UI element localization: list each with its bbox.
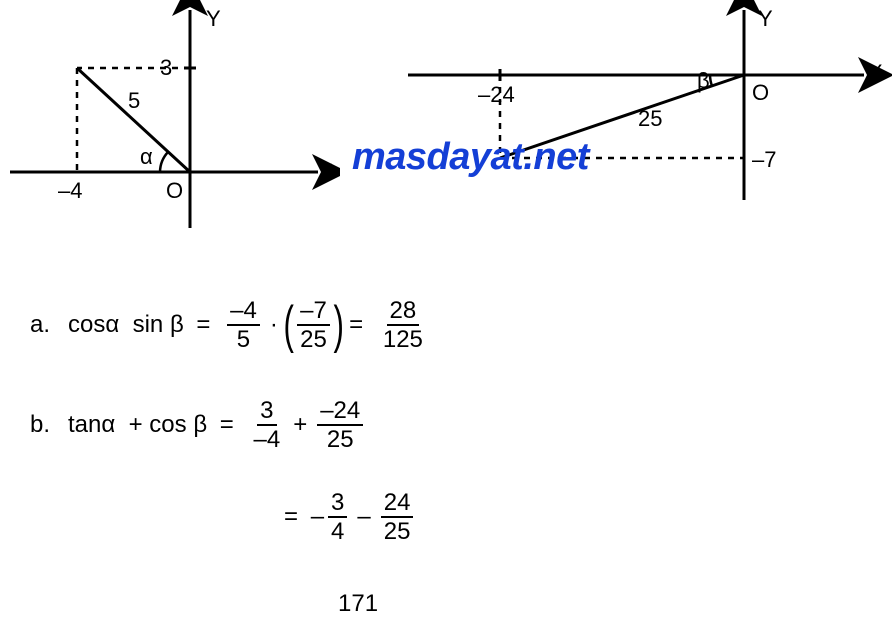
frac-ar-num: 28	[387, 298, 420, 326]
neg-sign: –	[311, 503, 324, 531]
frac-b4: 24 25	[381, 490, 414, 544]
eq-b-beta: β	[193, 411, 207, 439]
frac-b1: 3 –4	[250, 398, 283, 452]
equals-b2: =	[284, 503, 305, 531]
eq-b-alpha: α	[101, 411, 115, 439]
paren-left-icon: (	[283, 302, 293, 349]
frac-a1-den: 5	[234, 326, 253, 352]
frac-b2-num: –24	[317, 398, 363, 426]
frac-a2-den: 25	[297, 326, 330, 352]
equation-b-line2: = – 3 4 – 24 25	[278, 490, 417, 544]
frac-b4-num: 24	[381, 490, 414, 518]
angle-label-beta: β	[697, 68, 710, 94]
equation-b-cut: 171	[338, 590, 378, 618]
frac-b3-den: 4	[328, 518, 347, 544]
equals-2: =	[349, 311, 370, 339]
plus-b: +	[293, 411, 307, 439]
frac-b3-num: 3	[328, 490, 347, 518]
origin-label-r: O	[752, 80, 769, 106]
dot-op: ·	[270, 311, 278, 339]
y-tick-label-r: –7	[752, 147, 776, 173]
frac-a2: –7 25	[297, 298, 330, 352]
minus-b: –	[357, 503, 370, 531]
frac-a1-num: –4	[227, 298, 260, 326]
equals-b1: =	[213, 411, 240, 439]
frac-a1: –4 5	[227, 298, 260, 352]
frac-b3: 3 4	[328, 490, 347, 544]
frac-ar-den: 125	[380, 326, 426, 352]
figure-canvas: { "left_diagram": { "type": "diagram", "…	[0, 0, 892, 630]
eq-a-sin: sin	[119, 311, 170, 339]
eq-b-letter: b.	[30, 411, 50, 439]
frac-a2-num: –7	[297, 298, 330, 326]
right-diagram	[0, 0, 892, 235]
frac-b4-den: 25	[381, 518, 414, 544]
equation-b-line1: b. tan α + cos β = 3 –4 + –24 25	[30, 398, 367, 452]
hypotenuse-label-r: 25	[638, 106, 662, 132]
paren-right-icon: )	[333, 302, 343, 349]
angle-arc-beta	[710, 75, 712, 86]
frac-a-result: 28 125	[380, 298, 426, 352]
eq-b-pluscos: + cos	[115, 411, 193, 439]
x-tick-label-r: –24	[478, 82, 515, 108]
frac-b1-num: 3	[257, 398, 276, 426]
eq-a-letter: a.	[30, 311, 50, 339]
eq-b-tan: tan	[68, 411, 101, 439]
frac-b1-den: –4	[250, 426, 283, 452]
equals-1: =	[190, 311, 217, 339]
frac-b2-den: 25	[324, 426, 357, 452]
eq-a-cos: cos	[68, 311, 105, 339]
watermark-text: masdayat.net	[352, 136, 589, 179]
frac-b2: –24 25	[317, 398, 363, 452]
eq-a-beta: β	[170, 311, 184, 339]
y-axis-label-r: Y	[758, 6, 773, 32]
equation-a: a. cos α sin β = –4 5 · ( –7 25 ) = 28 1…	[30, 298, 430, 352]
x-axis-label-r: X	[868, 60, 883, 86]
eq-a-alpha: α	[105, 311, 119, 339]
